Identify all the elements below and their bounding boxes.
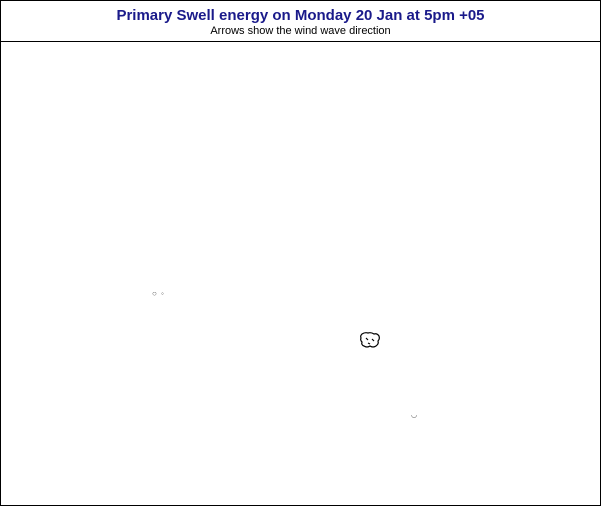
main-island-outline: [358, 330, 382, 357]
map-header: Primary Swell energy on Monday 20 Jan at…: [1, 1, 600, 42]
map-area: ○ ◦ ◡: [1, 42, 600, 508]
map-subtitle: Arrows show the wind wave direction: [1, 25, 600, 37]
tiny-island-marker: ◡: [411, 411, 417, 419]
small-islands-marker: ○ ◦: [152, 289, 165, 298]
map-container: Primary Swell energy on Monday 20 Jan at…: [0, 0, 601, 506]
map-title: Primary Swell energy on Monday 20 Jan at…: [1, 7, 600, 24]
